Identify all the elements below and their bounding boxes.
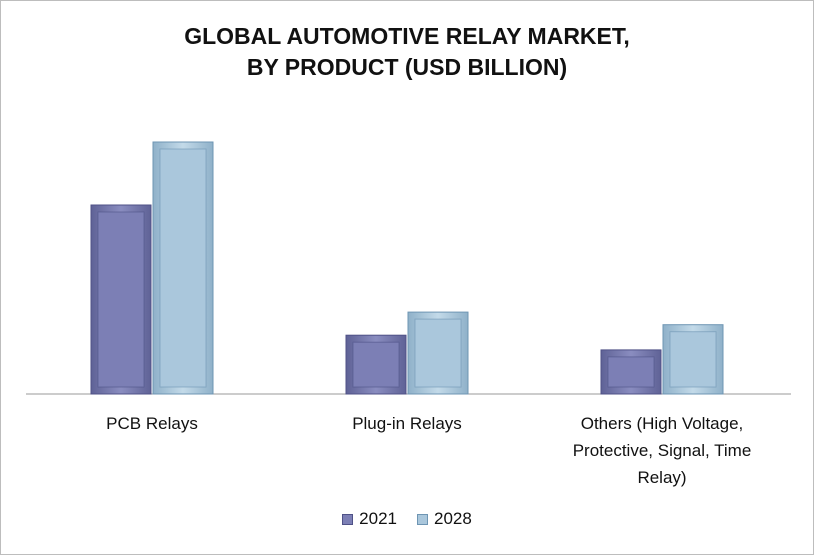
category-label-0: PCB Relays: [106, 414, 198, 433]
chart-title: GLOBAL AUTOMOTIVE RELAY MARKET, BY PRODU…: [184, 23, 630, 80]
bar-2028-0: [152, 141, 214, 395]
category-label-1: Plug-in Relays: [352, 414, 462, 433]
legend-swatch-2028: [417, 513, 428, 525]
bar-2028-2: [662, 324, 724, 395]
category-label-2: Others (High Voltage, Protective, Signal,…: [573, 414, 752, 487]
bar-2021-1: [345, 334, 407, 395]
legend-label-2021: 2021: [359, 509, 397, 528]
bar-2021-0: [90, 204, 152, 395]
legend-item-2028: 2028: [417, 509, 472, 529]
legend-label-2028: 2028: [434, 509, 472, 528]
legend-swatch-2021: [342, 513, 354, 525]
bar-2021-2: [600, 349, 662, 395]
legend-item-2021: 2021: [342, 509, 397, 529]
bar-2028-1: [407, 311, 469, 395]
legend: 2021 2028: [1, 509, 813, 529]
